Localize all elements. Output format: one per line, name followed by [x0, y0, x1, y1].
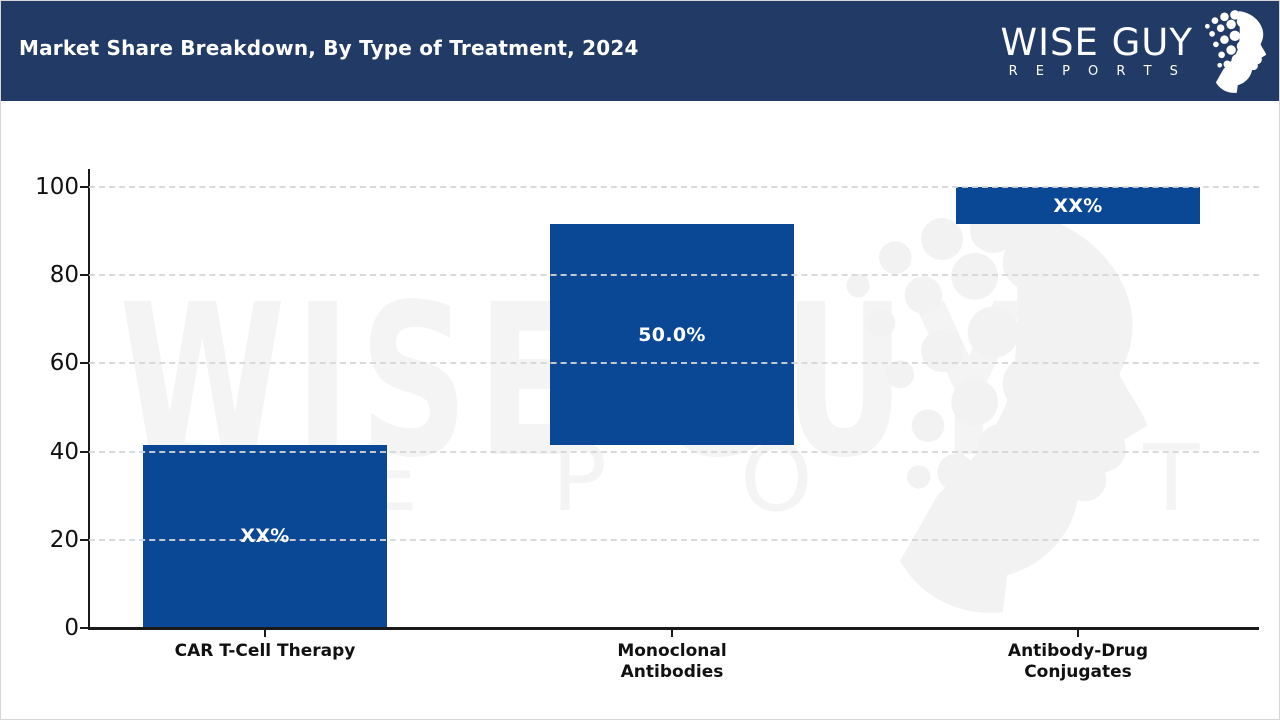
bar-value-label-0: XX%	[240, 525, 290, 548]
y-gridline-40	[89, 450, 1259, 453]
bar-1	[550, 224, 794, 445]
dotted-head-icon	[1204, 10, 1267, 93]
x-tick-1	[671, 630, 673, 637]
x-category-label-line: Conjugates	[1024, 662, 1132, 682]
y-tick-label-20: 20	[49, 526, 79, 553]
y-tick-label-0: 0	[64, 615, 79, 641]
bar-value-label-2: XX%	[1053, 194, 1103, 217]
y-gridline-60	[89, 362, 1259, 365]
x-category-label-2: Antibody-Drug Conjugates	[928, 641, 1228, 683]
logo-wordmark: WISE GUY R E P O R T S	[1000, 20, 1193, 80]
y-tick-label-80: 80	[49, 262, 79, 289]
y-gridline-20	[89, 538, 1259, 541]
x-tick-2	[1077, 630, 1079, 637]
y-gridline-100	[89, 186, 1259, 188]
x-axis-line	[88, 627, 1259, 630]
chart-title: Market Share Breakdown, By Type of Treat…	[19, 36, 639, 60]
x-category-label-line: Antibodies	[620, 662, 724, 682]
logo-reports-text: R E P O R T S	[1008, 63, 1185, 79]
x-category-label-line: CAR T-Cell Therapy	[174, 641, 356, 661]
x-category-label-line: Antibody-Drug	[1007, 641, 1149, 661]
bar-2	[956, 187, 1200, 225]
bar-0	[143, 444, 387, 628]
x-category-label-line: Monoclonal	[617, 641, 727, 661]
y-tick-0	[80, 627, 88, 629]
x-tick-0	[264, 630, 266, 637]
y-tick-20	[80, 538, 88, 541]
y-tick-100	[80, 186, 88, 188]
y-tick-80	[80, 274, 88, 277]
x-category-label-0: CAR T-Cell Therapy	[115, 641, 415, 662]
logo-wiseguy-text: WISE GUY	[1000, 20, 1193, 64]
y-tick-label-60: 60	[49, 350, 79, 377]
watermark-dotted-head	[846, 206, 1148, 613]
x-category-label-1: Monoclonal Antibodies	[522, 641, 822, 683]
y-tick-label-40: 40	[49, 438, 79, 465]
y-tick-40	[80, 450, 88, 453]
y-tick-label-100: 100	[35, 174, 79, 200]
wise-guy-reports-logo: WISE GUY R E P O R T S	[1001, 5, 1271, 97]
bar-value-label-1: 50.0%	[638, 323, 706, 346]
y-gridline-80	[89, 274, 1259, 277]
y-axis-line	[88, 169, 90, 630]
y-tick-60	[80, 362, 88, 365]
header-band: Market Share Breakdown, By Type of Treat…	[1, 1, 1279, 101]
